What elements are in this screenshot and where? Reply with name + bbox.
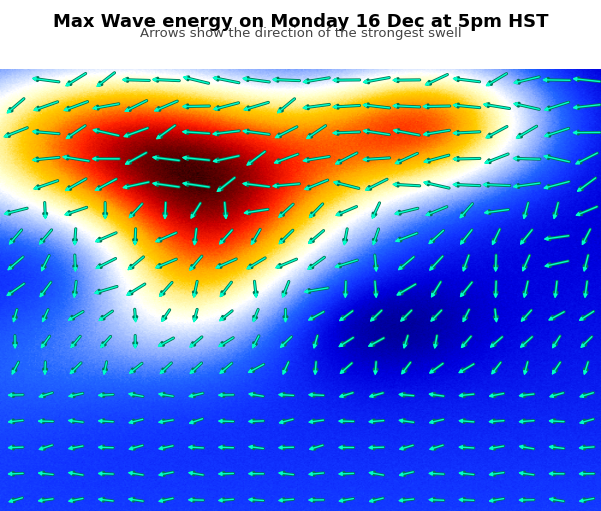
Text: Max Wave energy on Monday 16 Dec at 5pm HST: Max Wave energy on Monday 16 Dec at 5pm …: [53, 13, 548, 31]
Text: Arrows show the direction of the strongest swell: Arrows show the direction of the stronge…: [139, 27, 462, 39]
